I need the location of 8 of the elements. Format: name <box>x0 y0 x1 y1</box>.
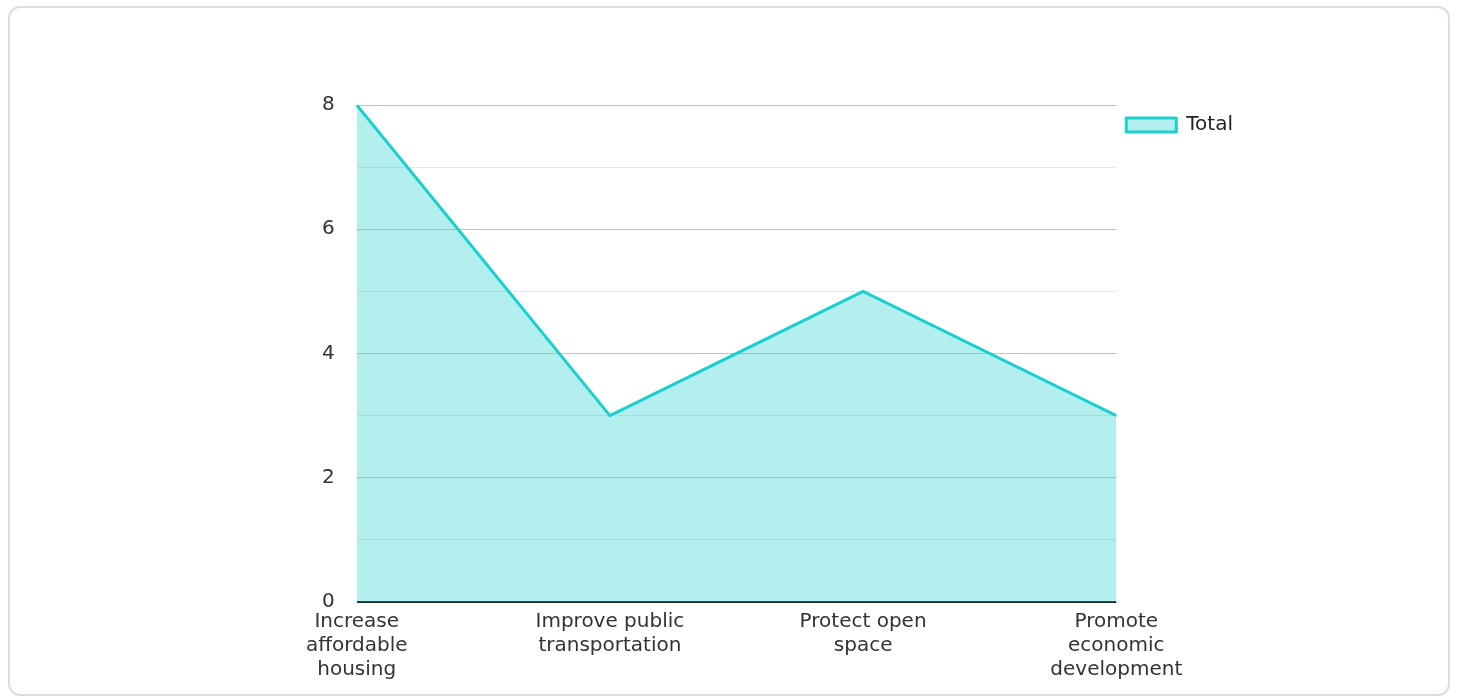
legend-label: Total <box>1185 111 1234 136</box>
y-tick-label: 6 <box>321 215 335 240</box>
x-tick-label: Promote economic development <box>1050 608 1183 681</box>
y-tick-label: 2 <box>321 463 335 488</box>
y-tick-label: 8 <box>321 91 335 116</box>
x-tick-label: Improve public transportation <box>535 608 685 657</box>
x-tick-label: Protect open space <box>799 608 927 657</box>
y-tick-label: 4 <box>321 339 335 364</box>
